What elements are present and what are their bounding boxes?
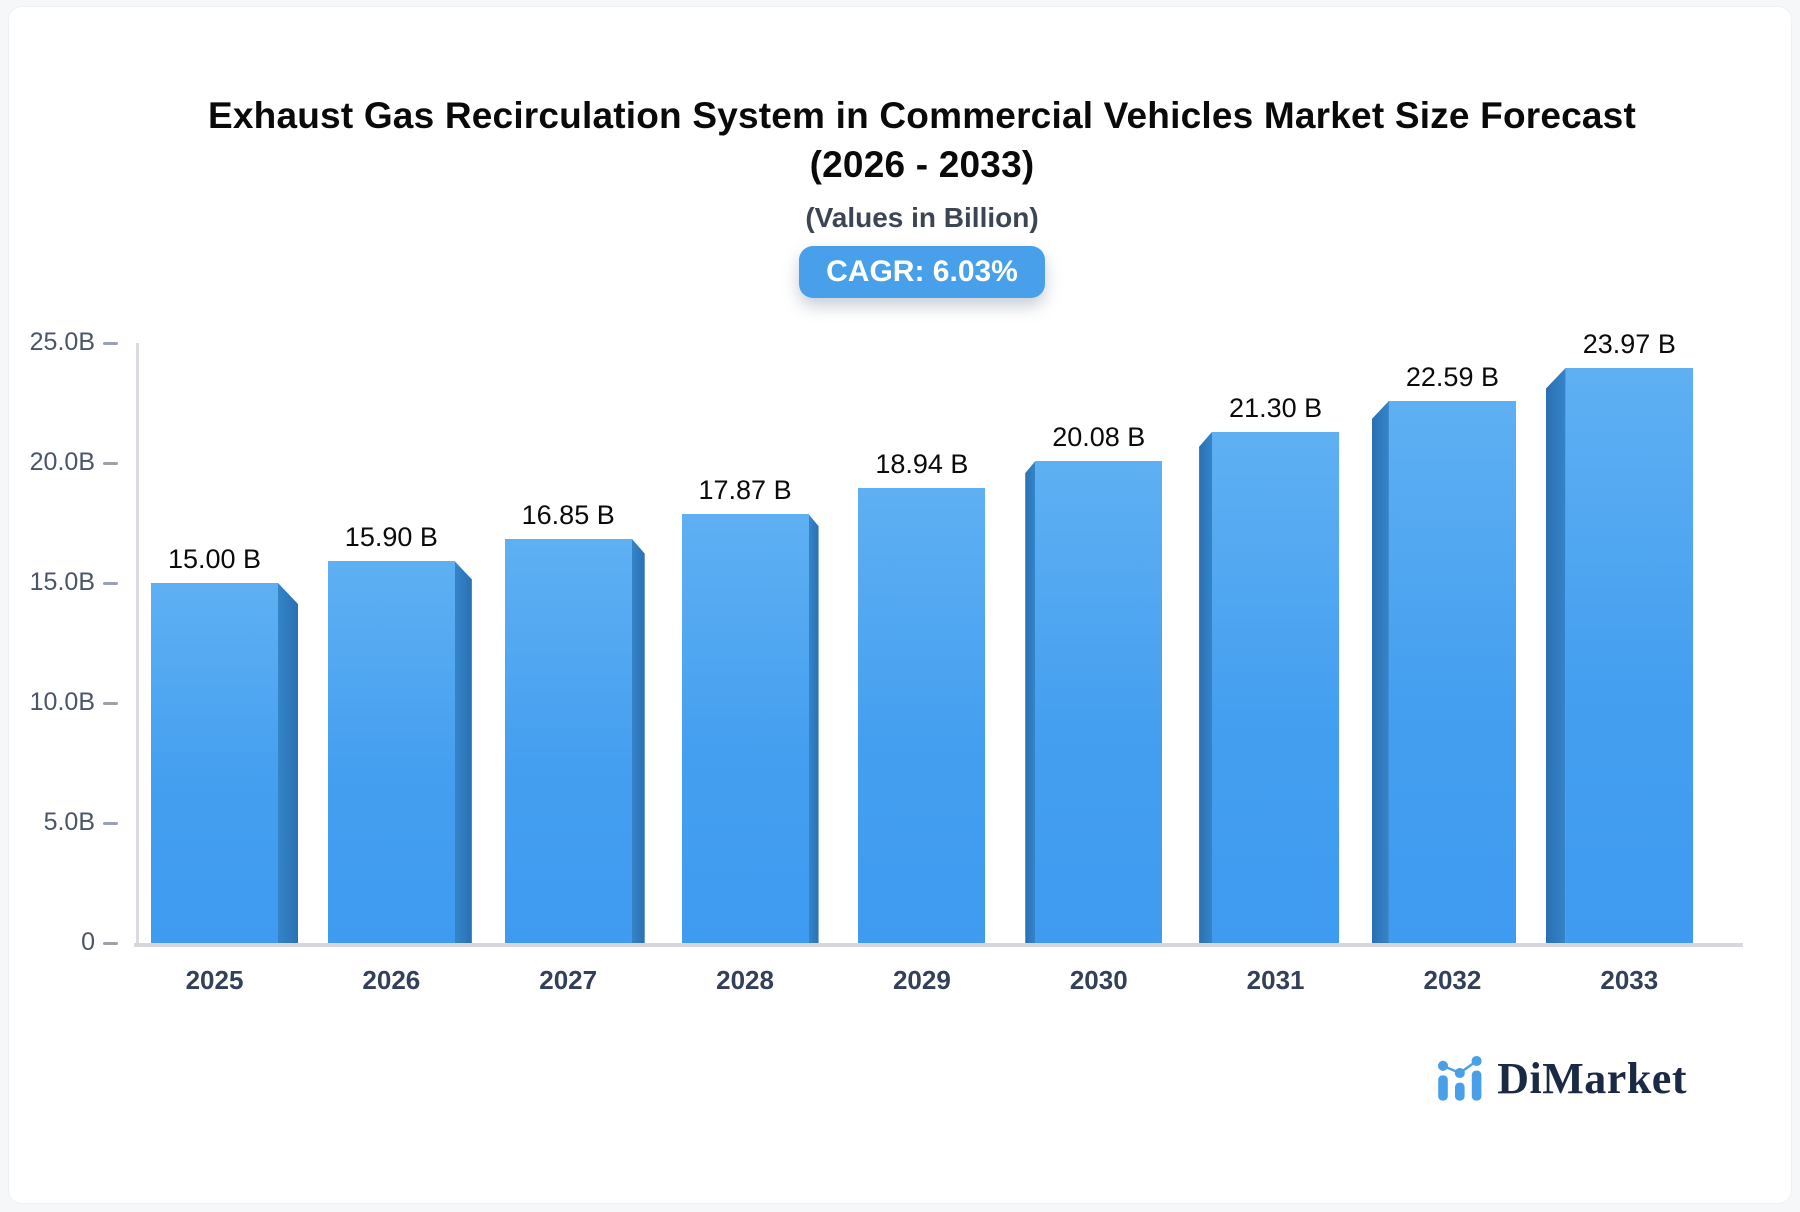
y-tick-label-25.0B: 25.0B: [29, 328, 95, 356]
y-tick-mark: [103, 462, 118, 465]
y-tick-mark: [103, 582, 118, 585]
bar-value-label-2033: 23.97 B: [1582, 328, 1676, 359]
bar-value-label-2028: 17.87 B: [698, 475, 792, 506]
bar-2025: [151, 583, 278, 943]
chart-subtitle: (Values in Billion): [805, 202, 1039, 233]
bar-2032: [1388, 400, 1516, 943]
bar-3d-side-2028: [808, 514, 819, 943]
bar-line-chart-icon: [1438, 1055, 1482, 1101]
y-tick-mark: [103, 342, 118, 345]
x-axis-label-2026: 2026: [362, 965, 421, 995]
chart-title: Exhaust Gas Recirculation System in Comm…: [53, 91, 1791, 189]
x-axis-label-2027: 2027: [539, 965, 598, 995]
bar-value-label-2027: 16.85 B: [521, 499, 615, 530]
y-axis-line: [136, 343, 139, 947]
bar-value-label-2031: 21.30 B: [1229, 392, 1323, 423]
bar-2031: [1212, 431, 1340, 943]
bar-2027: [504, 538, 632, 943]
bar-3d-side-2032: [1371, 400, 1389, 943]
bar-value-label-2026: 15.90 B: [344, 522, 438, 553]
x-axis-label-2031: 2031: [1246, 965, 1305, 995]
bar-2029: [858, 488, 986, 943]
bar-value-label-2029: 18.94 B: [875, 449, 969, 480]
x-axis-label-2029: 2029: [892, 965, 951, 995]
y-tick-label-5.0B: 5.0B: [43, 808, 95, 836]
y-tick-mark: [103, 822, 118, 825]
bar-2030: [1035, 461, 1163, 943]
bar-value-label-2025: 15.00 B: [167, 544, 262, 574]
bar-3d-side-2027: [631, 538, 645, 943]
brand-logo: DiMarket: [1437, 1053, 1687, 1104]
y-tick-label-15.0B: 15.0B: [29, 568, 95, 596]
y-tick-label-0: 0: [81, 928, 95, 956]
chart-header: Exhaust Gas Recirculation System in Comm…: [9, 7, 1791, 298]
x-axis-label-2028: 2028: [716, 965, 774, 995]
y-tick-mark: [103, 702, 118, 705]
bar-2028: [681, 514, 809, 943]
bar-2033: [1565, 367, 1693, 943]
bar-3d-side-2033: [1545, 367, 1566, 943]
x-axis-label-2025: 2025: [185, 965, 244, 995]
y-tick-label-20.0B: 20.0B: [29, 448, 95, 476]
bar-value-label-2032: 22.59 B: [1405, 361, 1499, 392]
bar-3d-side-2025: [278, 583, 298, 943]
chart-title-line2: (2026 - 2033): [809, 144, 1035, 185]
y-tick-label-10.0B: 10.0B: [29, 688, 95, 716]
x-axis-label-2033: 2033: [1600, 965, 1659, 995]
bar-3d-side-2030: [1025, 461, 1036, 943]
bar-3d-side-2026: [454, 561, 472, 943]
x-axis-label-2032: 2032: [1423, 965, 1482, 995]
cagr-badge: CAGR: 6.03%: [799, 246, 1045, 298]
chart-title-line1: Exhaust Gas Recirculation System in Comm…: [208, 95, 1636, 136]
bar-2026: [327, 561, 455, 943]
bar-value-label-2030: 20.08 B: [1052, 422, 1146, 453]
bar-chart-plot-area: 0 5.0B 10.0B 15.0B 20.0B 25.0B 15.00 B 15.90 B…: [9, 7, 1791, 1203]
brand-name: DiMarket: [1497, 1054, 1687, 1103]
x-axis-label-2030: 2030: [1069, 965, 1128, 995]
bar-3d-side-2031: [1199, 431, 1213, 943]
chart-card: Exhaust Gas Recirculation System in Comm…: [8, 6, 1792, 1204]
y-tick-mark: [103, 942, 118, 945]
x-axis-baseline: [134, 943, 1743, 947]
